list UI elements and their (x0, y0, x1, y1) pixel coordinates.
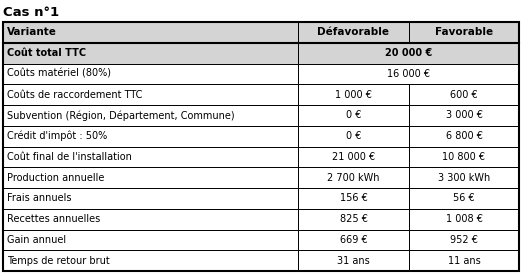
Bar (298, 230, 409, 250)
Bar (298, 105, 409, 126)
Text: 56 €: 56 € (453, 193, 475, 203)
Bar (409, 147, 519, 167)
Text: Crédit d'impôt : 50%: Crédit d'impôt : 50% (7, 131, 107, 141)
Bar (3, 43, 298, 64)
Bar (3, 105, 298, 126)
Text: Défavorable: Défavorable (317, 27, 389, 37)
Bar (298, 167, 409, 188)
Bar (3, 126, 298, 147)
Text: 6 800 €: 6 800 € (446, 131, 482, 141)
Bar (3, 147, 298, 167)
Bar (298, 188, 409, 209)
Text: Frais annuels: Frais annuels (7, 193, 72, 203)
Text: 31 ans: 31 ans (337, 256, 370, 266)
Text: 0 €: 0 € (346, 131, 361, 141)
Bar (3, 84, 298, 105)
Text: 952 €: 952 € (450, 235, 478, 245)
Text: 1 000 €: 1 000 € (335, 90, 372, 100)
Text: 1 008 €: 1 008 € (446, 214, 482, 224)
Bar (409, 22, 519, 43)
Bar (3, 167, 298, 188)
Bar (298, 84, 409, 105)
Bar (298, 126, 409, 147)
Bar (298, 22, 409, 43)
Text: Gain annuel: Gain annuel (7, 235, 66, 245)
Text: 600 €: 600 € (450, 90, 478, 100)
Text: 156 €: 156 € (340, 193, 367, 203)
Bar (409, 167, 519, 188)
Bar (409, 188, 519, 209)
Text: 669 €: 669 € (340, 235, 367, 245)
Bar (3, 209, 298, 230)
Text: Coût final de l'installation: Coût final de l'installation (7, 152, 132, 162)
Bar (409, 230, 519, 250)
Text: Production annuelle: Production annuelle (7, 173, 104, 183)
Text: 3 000 €: 3 000 € (446, 110, 482, 120)
Text: Variante: Variante (7, 27, 57, 37)
Text: 2 700 kWh: 2 700 kWh (327, 173, 379, 183)
Bar (3, 64, 298, 84)
Bar (409, 126, 519, 147)
Text: Coûts de raccordement TTC: Coûts de raccordement TTC (7, 90, 143, 100)
Text: Cas n°1: Cas n°1 (3, 7, 59, 19)
Bar (3, 250, 298, 271)
Text: Coûts matériel (80%): Coûts matériel (80%) (7, 69, 111, 79)
Text: Subvention (Région, Département, Commune): Subvention (Région, Département, Commune… (7, 110, 234, 121)
Text: 20 000 €: 20 000 € (385, 48, 432, 58)
Bar (298, 64, 519, 84)
Text: 11 ans: 11 ans (448, 256, 480, 266)
Text: 10 800 €: 10 800 € (443, 152, 485, 162)
Text: 21 000 €: 21 000 € (332, 152, 375, 162)
Bar (409, 84, 519, 105)
Text: 3 300 kWh: 3 300 kWh (438, 173, 490, 183)
Bar (3, 22, 298, 43)
Text: 0 €: 0 € (346, 110, 361, 120)
Text: 16 000 €: 16 000 € (387, 69, 430, 79)
Bar (409, 250, 519, 271)
Bar (298, 43, 519, 64)
Bar (3, 230, 298, 250)
Text: 825 €: 825 € (340, 214, 367, 224)
Bar (409, 105, 519, 126)
Text: Favorable: Favorable (435, 27, 493, 37)
Bar (3, 188, 298, 209)
Bar (298, 209, 409, 230)
Bar (409, 209, 519, 230)
Text: Coût total TTC: Coût total TTC (7, 48, 86, 58)
Text: Recettes annuelles: Recettes annuelles (7, 214, 100, 224)
Bar (298, 250, 409, 271)
Bar (298, 147, 409, 167)
Text: Temps de retour brut: Temps de retour brut (7, 256, 110, 266)
